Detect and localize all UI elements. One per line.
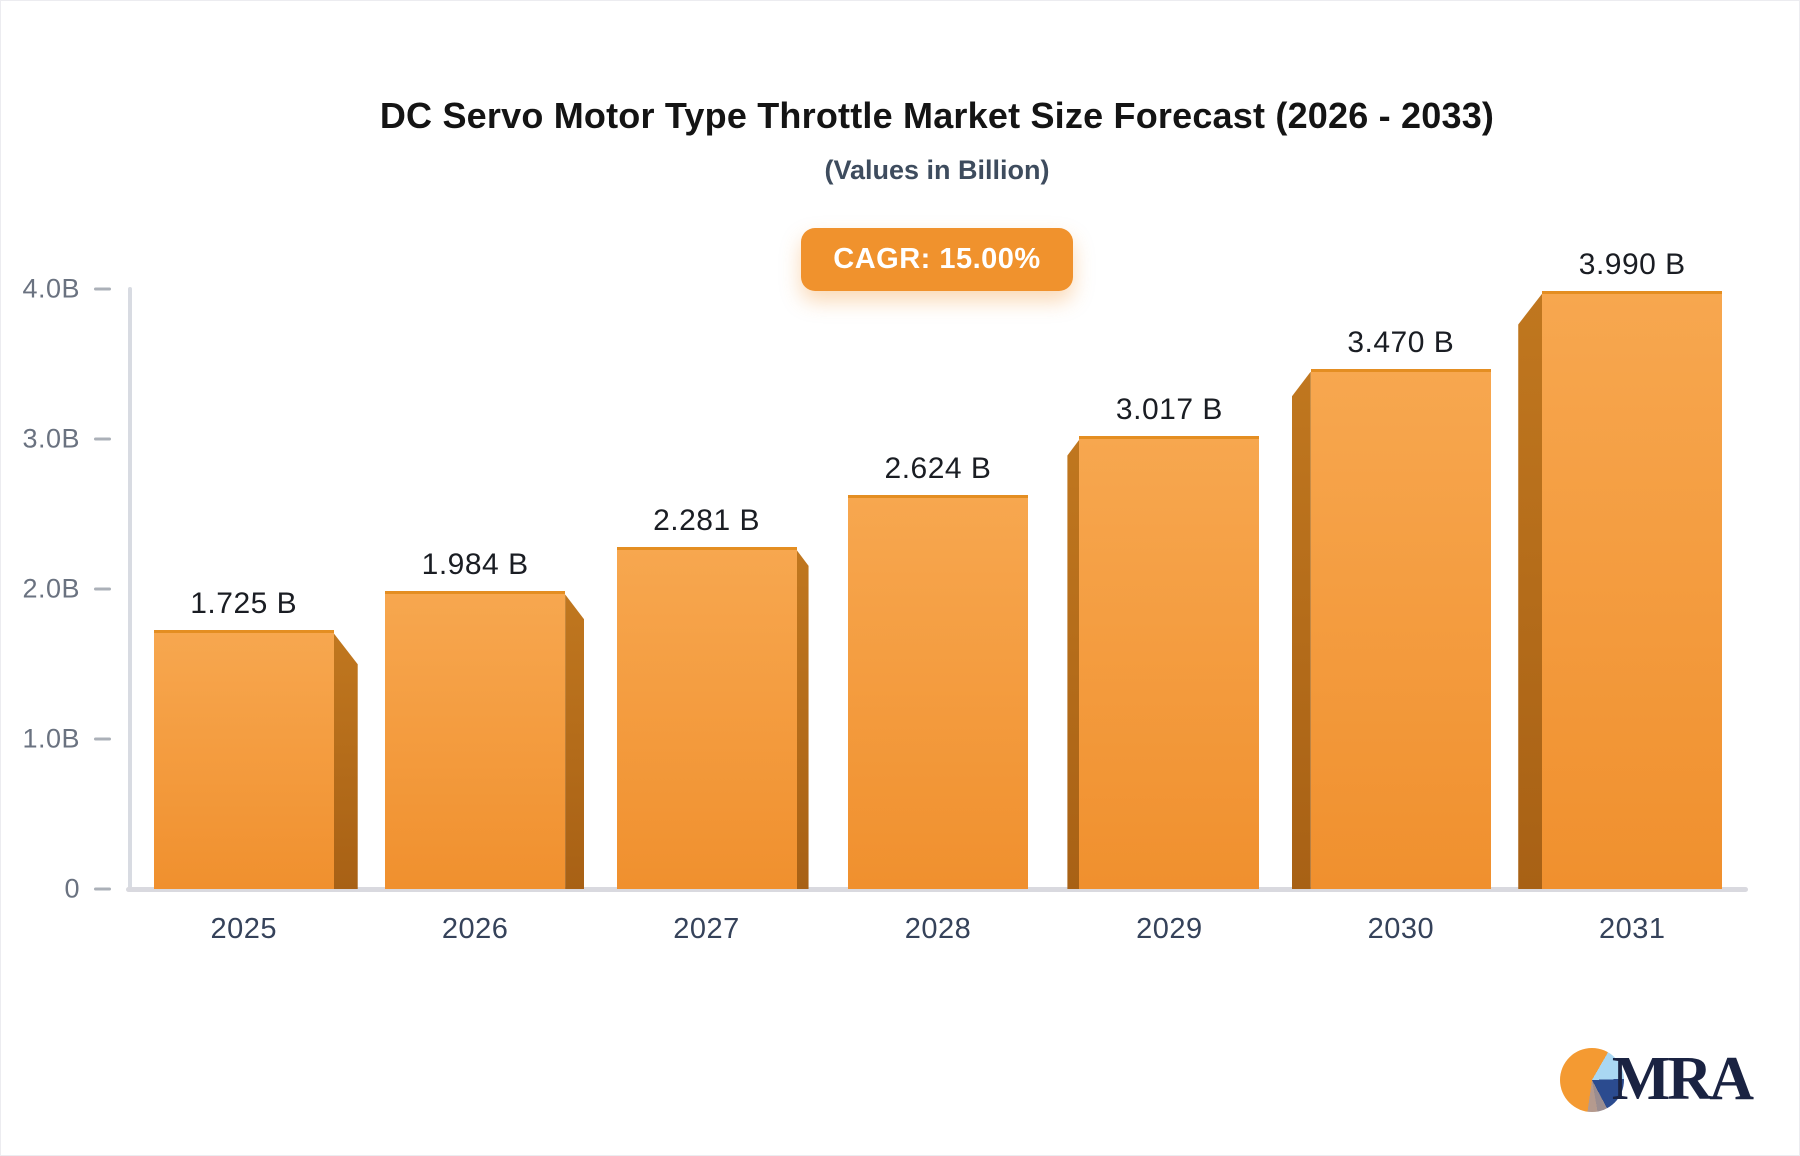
bar-slot-2029: 3.017 B: [1054, 289, 1285, 889]
y-tick-label: 1.0B: [22, 723, 80, 754]
bar-value-label-2029: 3.017 B: [1115, 393, 1223, 427]
y-tick-label: 2.0B: [22, 573, 80, 604]
bar-2030[interactable]: 3.470 B: [1291, 326, 1491, 889]
bar-slot-2031: 3.990 B: [1517, 248, 1748, 889]
bar-2031[interactable]: 3.990 B: [1518, 248, 1723, 889]
y-axis: 0 1.0B 2.0B 3.0B 4.0B: [1, 274, 118, 904]
x-tick-label-2025: 2025: [210, 913, 277, 945]
bar-slot-2026: 1.984 B: [359, 289, 590, 889]
bar-value-label-2028: 2.624 B: [884, 452, 992, 486]
y-tick-4.0B: 4.0B: [22, 274, 118, 305]
y-tick-mark: [94, 887, 111, 891]
bar-side-face: [1291, 371, 1311, 889]
bar-2028[interactable]: 2.624 B: [847, 452, 1028, 889]
bar-value-label-2027: 2.281 B: [653, 503, 761, 537]
y-axis-line: [128, 287, 132, 891]
bar-slot-2030: 3.470 B: [1285, 289, 1516, 889]
bar-2027[interactable]: 2.281 B: [616, 504, 809, 889]
x-tick-label-2028: 2028: [904, 913, 972, 945]
bar-slot-2027: 2.281 B: [591, 289, 822, 889]
bar-side-face: [565, 594, 585, 889]
pie-chart-icon: [1559, 1047, 1624, 1112]
x-tick-label-2030: 2030: [1367, 913, 1435, 945]
y-tick-2.0B: 2.0B: [22, 574, 118, 605]
x-axis: 2025 2026 2027 2028 2029 2030 2031: [128, 913, 1748, 946]
bar-2026[interactable]: 1.984 B: [385, 548, 585, 889]
bar-side-face: [1518, 293, 1543, 889]
bar-value-label-2030: 3.470 B: [1347, 325, 1455, 359]
bar-side-face: [333, 633, 358, 889]
y-tick-mark: [94, 287, 111, 291]
bar-value-label-2025: 1.725 B: [190, 587, 298, 621]
y-tick-0: 0: [64, 874, 118, 905]
y-tick-mark: [94, 437, 111, 441]
y-tick-label: 3.0B: [22, 423, 80, 454]
y-tick-label: 4.0B: [22, 273, 80, 304]
x-tick-label-2031: 2031: [1598, 913, 1666, 945]
x-tick-label-2027: 2027: [673, 913, 740, 945]
bar-side-face: [1067, 439, 1080, 889]
cagr-badge: CAGR: 15.00%: [801, 228, 1073, 291]
chart-subtitle: (Values in Billion): [824, 155, 1050, 185]
x-tick-label-2026: 2026: [441, 913, 509, 945]
brand-logo: MRA: [1559, 1044, 1754, 1115]
bar-side-face: [796, 549, 809, 889]
plot-area: 1.725 B 1.984 B 2.281 B 2.624 B 3.017 B 3.470…: [128, 248, 1748, 889]
bar-2025[interactable]: 1.725 B: [153, 587, 358, 889]
y-tick-mark: [94, 737, 111, 741]
y-tick-3.0B: 3.0B: [22, 424, 118, 455]
bar-value-label-2026: 1.984 B: [421, 548, 529, 582]
bar-slot-2028: 2.624 B: [822, 289, 1053, 889]
x-axis-baseline: [126, 887, 1748, 892]
x-tick-label-2029: 2029: [1136, 913, 1203, 945]
bar-slot-2025: 1.725 B: [128, 289, 359, 889]
bar-2029[interactable]: 3.017 B: [1067, 393, 1260, 889]
y-tick-1.0B: 1.0B: [22, 724, 118, 755]
y-tick-mark: [94, 587, 111, 591]
chart-title: DC Servo Motor Type Throttle Market Size…: [379, 95, 1495, 136]
chart-header: DC Servo Motor Type Throttle Market Size…: [128, 1, 1746, 291]
y-tick-label: 0: [64, 873, 80, 904]
logo-text: MRA: [1611, 1045, 1754, 1113]
bar-value-label-2031: 3.990 B: [1578, 247, 1686, 281]
